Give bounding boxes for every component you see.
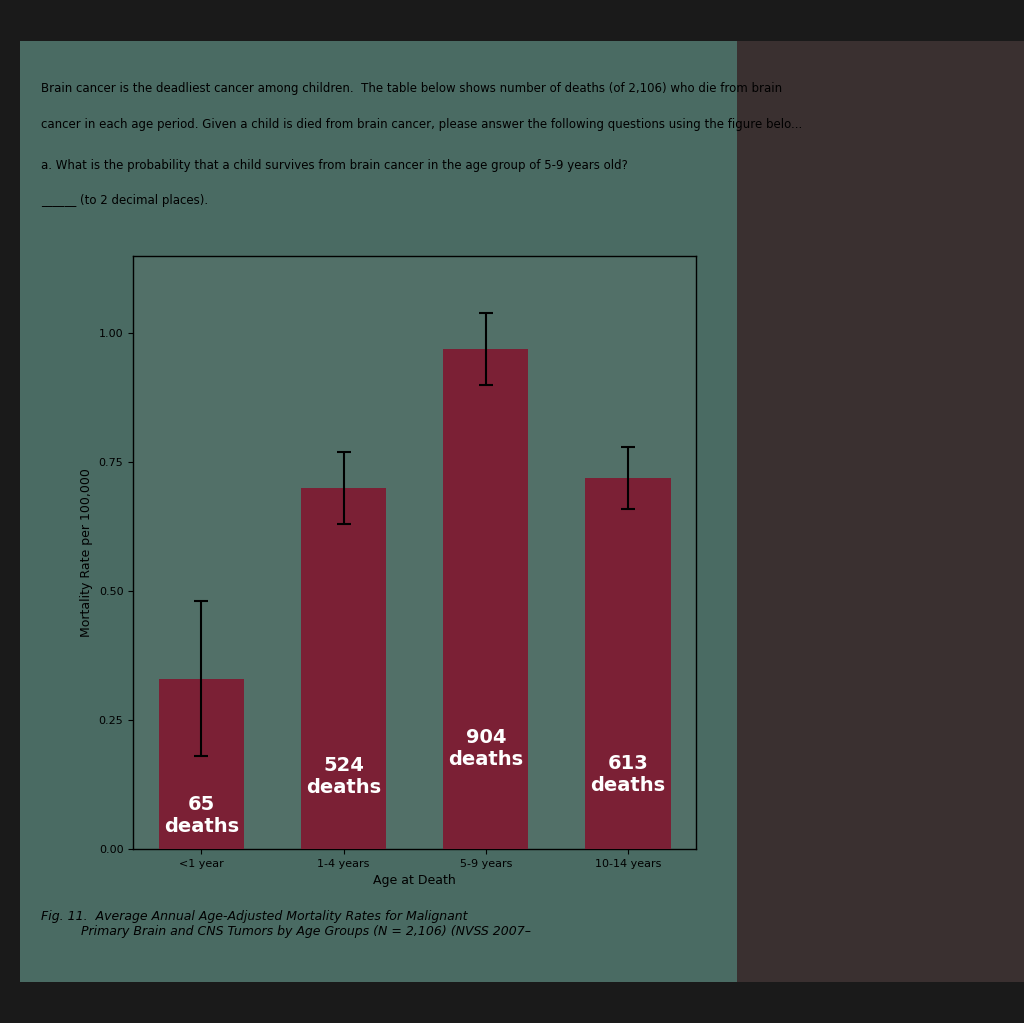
Text: 904
deaths: 904 deaths [449,728,523,769]
Text: ______ (to 2 decimal places).: ______ (to 2 decimal places). [41,194,208,208]
Text: Fig. 11.  Average Annual Age-Adjusted Mortality Rates for Malignant
          Pr: Fig. 11. Average Annual Age-Adjusted Mor… [41,910,531,938]
Bar [443,349,528,849]
Text: a. What is the probability that a child survives from brain cancer in the age gr: a. What is the probability that a child … [41,159,628,172]
Text: 613
deaths: 613 deaths [591,754,666,795]
X-axis label: Age at Death: Age at Death [374,875,456,887]
Bar [301,488,386,849]
Text: 65
deaths: 65 deaths [164,795,239,836]
Bar [159,679,244,849]
FancyBboxPatch shape [737,41,1024,982]
Text: 524
deaths: 524 deaths [306,756,381,797]
Bar [586,478,671,849]
Y-axis label: Mortality Rate per 100,000: Mortality Rate per 100,000 [80,468,93,637]
Text: Brain cancer is the deadliest cancer among children.  The table below shows numb: Brain cancer is the deadliest cancer amo… [41,82,782,95]
Text: cancer in each age period. Given a child is died from brain cancer, please answe: cancer in each age period. Given a child… [41,118,802,131]
FancyBboxPatch shape [20,41,758,982]
